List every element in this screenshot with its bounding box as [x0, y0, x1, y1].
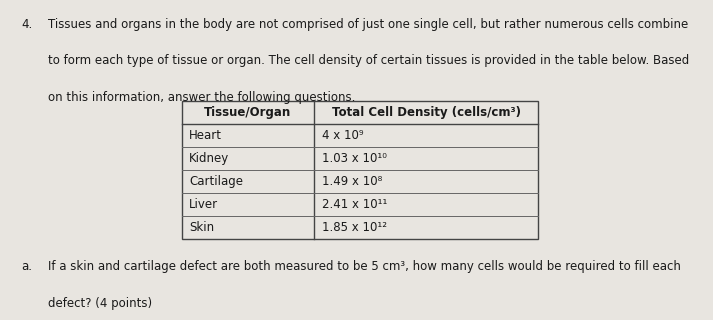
Text: 2.41 x 10¹¹: 2.41 x 10¹¹ [322, 198, 388, 211]
Text: 4.: 4. [21, 18, 33, 31]
Text: If a skin and cartilage defect are both measured to be 5 cm³, how many cells wou: If a skin and cartilage defect are both … [48, 260, 682, 273]
Text: Liver: Liver [189, 198, 218, 211]
Text: defect? (4 points): defect? (4 points) [48, 297, 153, 310]
Text: Cartilage: Cartilage [189, 175, 243, 188]
Text: Heart: Heart [189, 129, 222, 142]
Text: to form each type of tissue or organ. The cell density of certain tissues is pro: to form each type of tissue or organ. Th… [48, 54, 689, 68]
Text: on this information, answer the following questions.: on this information, answer the followin… [48, 91, 356, 104]
Text: 1.49 x 10⁸: 1.49 x 10⁸ [322, 175, 383, 188]
Text: 4 x 10⁹: 4 x 10⁹ [322, 129, 364, 142]
Text: Tissue/Organ: Tissue/Organ [204, 106, 292, 119]
Text: Kidney: Kidney [189, 152, 229, 165]
Text: Total Cell Density (cells/cm³): Total Cell Density (cells/cm³) [332, 106, 520, 119]
Text: Tissues and organs in the body are not comprised of just one single cell, but ra: Tissues and organs in the body are not c… [48, 18, 689, 31]
Text: Skin: Skin [189, 221, 214, 234]
Text: a.: a. [21, 260, 32, 273]
Text: 1.85 x 10¹²: 1.85 x 10¹² [322, 221, 387, 234]
Text: 1.03 x 10¹⁰: 1.03 x 10¹⁰ [322, 152, 387, 165]
